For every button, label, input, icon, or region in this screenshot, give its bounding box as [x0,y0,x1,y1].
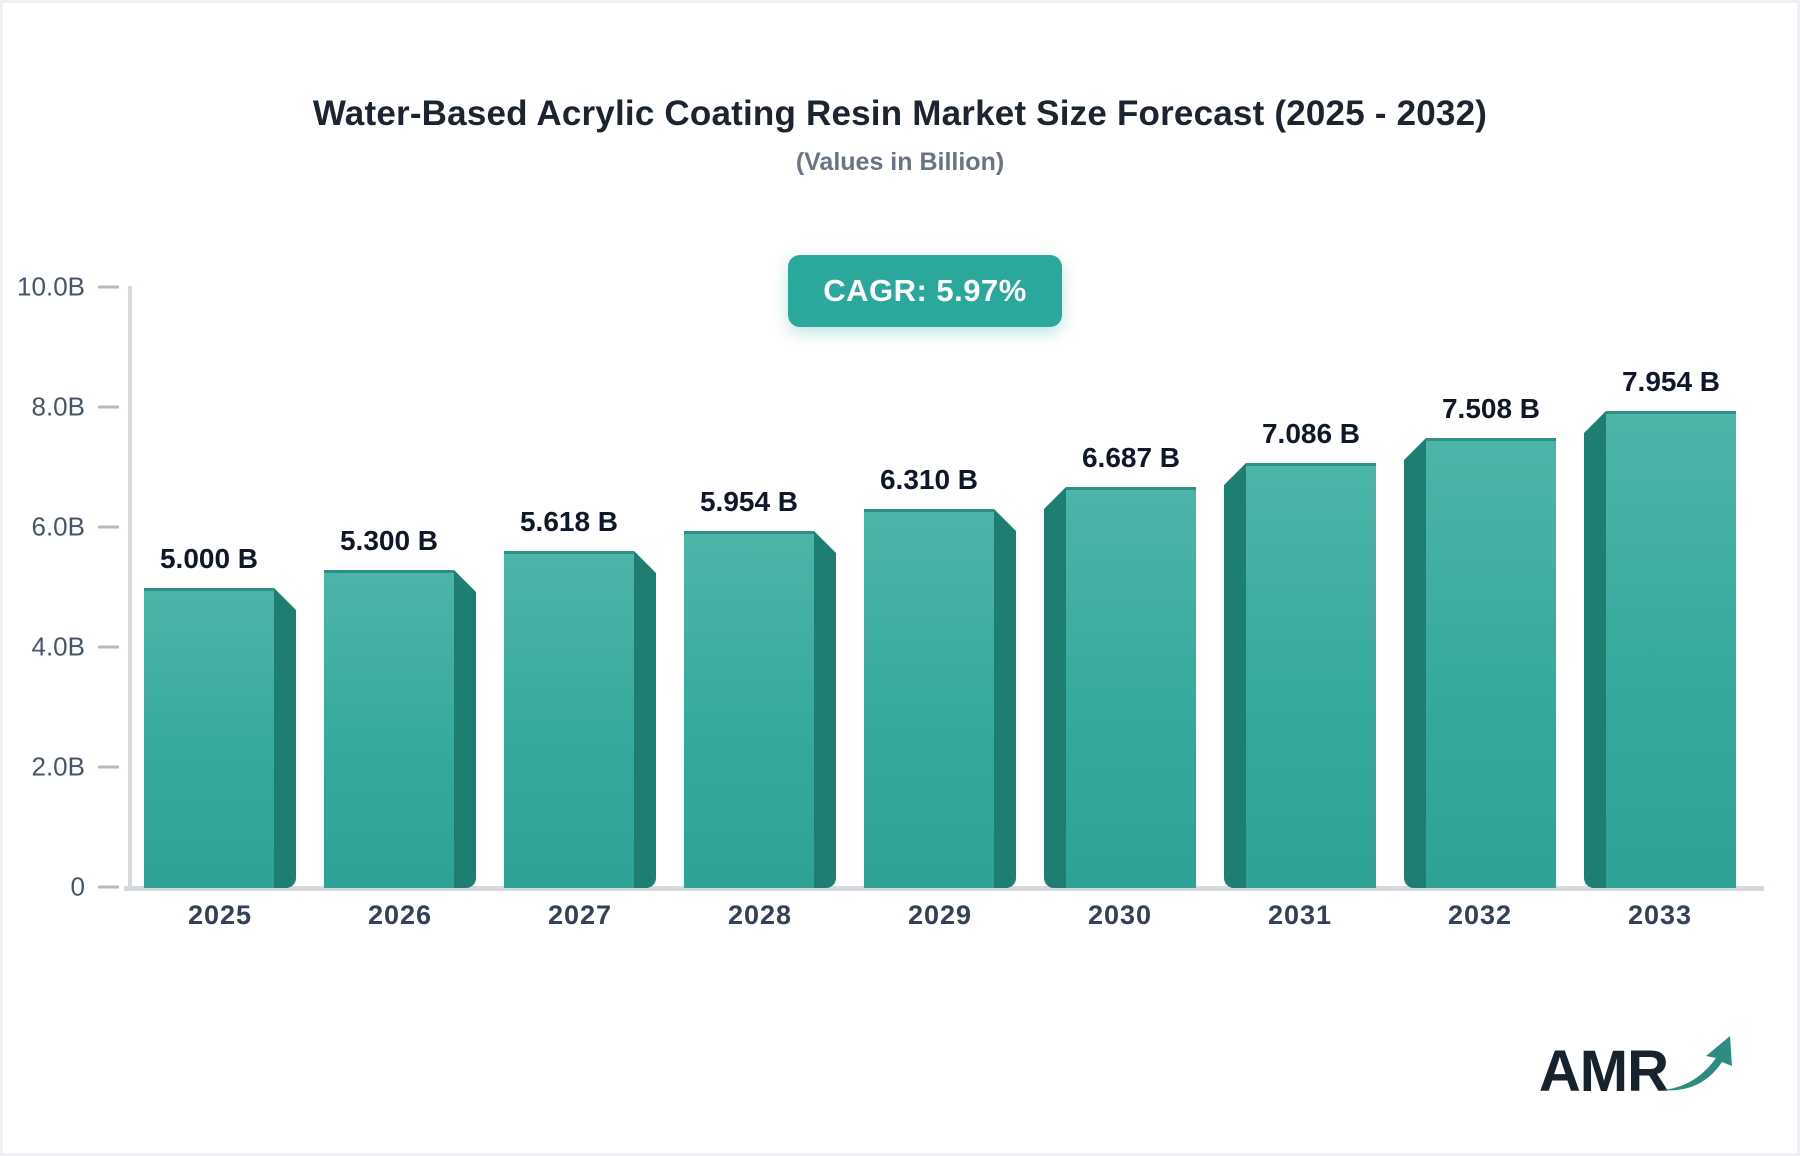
bar-3d-side [1044,487,1066,888]
amr-logo-text: AMR [1538,1039,1669,1104]
bar-value-label: 5.954 B [699,486,799,517]
chart-title: Water-Based Acrylic Coating Resin Market… [312,94,1488,133]
y-tick-dash [98,765,119,769]
x-axis-category-label: 2027 [547,900,613,930]
bar-value-label: 7.508 B [1441,393,1541,424]
bar [684,531,814,888]
chart-subtitle: (Values in Billion) [795,148,1005,176]
bar-3d-side [1584,411,1606,888]
x-axis-category-label: 2031 [1267,900,1333,930]
y-tick-label: 4.0B [31,631,86,662]
bar-3d-side [1224,463,1246,888]
x-axis-category-label: 2026 [367,900,433,930]
y-tick-label: 8.0B [31,391,86,422]
amr-logo: AMR [1539,1032,1738,1101]
bar-3d-side [274,588,296,888]
x-axis-category-label: 2033 [1627,900,1693,930]
y-tick-label: 6.0B [31,511,86,542]
x-axis-category-label: 2032 [1447,900,1513,930]
bar-3d-side [634,551,656,888]
x-axis-category-label: 2029 [907,900,973,930]
bar-value-label: 6.687 B [1081,442,1181,473]
bar-value-label: 5.300 B [339,525,439,556]
bar [1426,438,1556,888]
bar [1066,487,1196,888]
bar [864,509,994,888]
x-axis-category-label: 2028 [727,900,793,930]
cagr-badge: CAGR: 5.97% [788,255,1062,327]
y-tick-label: 10.0B [17,271,85,302]
x-axis-category-label: 2025 [187,900,253,930]
cagr-badge-label: CAGR: 5.97% [823,273,1027,308]
bar [324,570,454,888]
y-tick-label: 0 [70,871,85,902]
bar-3d-side [454,570,476,888]
y-tick-label: 2.0B [31,751,86,782]
bar-value-label: 6.310 B [879,464,979,495]
y-axis-line [128,286,132,888]
bar [504,551,634,888]
bar [144,588,274,888]
y-tick-dash [98,645,119,649]
x-axis-line [124,886,1764,891]
bar-3d-side [994,509,1016,888]
y-tick-dash [98,885,119,889]
bar-value-label: 7.086 B [1261,418,1361,449]
x-axis-category-label: 2030 [1087,900,1153,930]
bar-3d-side [1404,438,1426,888]
y-tick-dash [98,405,119,409]
y-tick-dash [98,525,119,529]
growth-arrow-icon [1660,1032,1738,1099]
bar-value-label: 5.000 B [159,543,259,574]
bar-value-label: 5.618 B [519,506,619,537]
bar-value-label: 7.954 B [1621,366,1721,397]
y-tick-dash [98,285,119,289]
bar [1606,411,1736,888]
bar-3d-side [814,531,836,888]
bar [1246,463,1376,888]
